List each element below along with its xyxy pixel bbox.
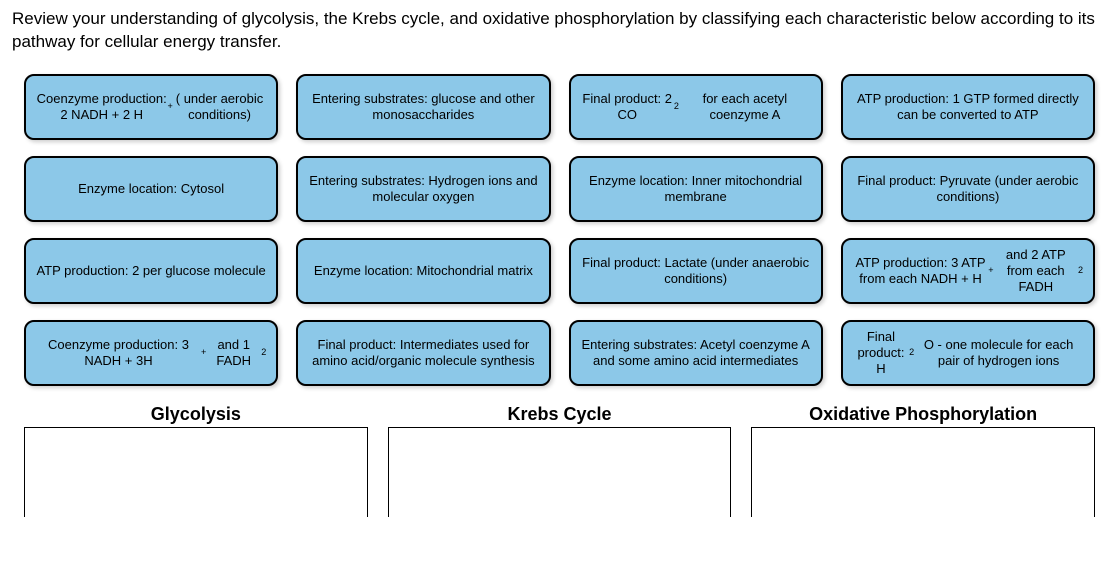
drop-zone-title: Oxidative Phosphorylation bbox=[809, 404, 1037, 425]
card-grid: Coenzyme production: 2 NADH + 2 H+ ( und… bbox=[12, 74, 1107, 400]
draggable-card[interactable]: Entering substrates: Acetyl coenzyme A a… bbox=[569, 320, 823, 386]
drop-zone-oxidative: Oxidative Phosphorylation bbox=[751, 404, 1095, 517]
draggable-card[interactable]: Entering substrates: Hydrogen ions and m… bbox=[296, 156, 550, 222]
draggable-card[interactable]: ATP production: 1 GTP formed directly ca… bbox=[841, 74, 1095, 140]
draggable-card[interactable]: ATP production: 2 per glucose molecule bbox=[24, 238, 278, 304]
draggable-card[interactable]: Final product: Intermediates used for am… bbox=[296, 320, 550, 386]
drop-zone-box[interactable] bbox=[751, 427, 1095, 517]
drop-zone-title: Glycolysis bbox=[151, 404, 241, 425]
draggable-card[interactable]: ATP production: 3 ATP from each NADH + H… bbox=[841, 238, 1095, 304]
draggable-card[interactable]: Coenzyme production: 3 NADH + 3H+ and 1 … bbox=[24, 320, 278, 386]
drop-zone-krebs: Krebs Cycle bbox=[388, 404, 732, 517]
drop-zone-box[interactable] bbox=[24, 427, 368, 517]
drop-zone-title: Krebs Cycle bbox=[507, 404, 611, 425]
draggable-card[interactable]: Enzyme location: Cytosol bbox=[24, 156, 278, 222]
draggable-card[interactable]: Final product: H2O - one molecule for ea… bbox=[841, 320, 1095, 386]
draggable-card[interactable]: Final product: Pyruvate (under aerobic c… bbox=[841, 156, 1095, 222]
draggable-card[interactable]: Entering substrates: glucose and other m… bbox=[296, 74, 550, 140]
draggable-card[interactable]: Final product: 2 CO2 for each acetyl coe… bbox=[569, 74, 823, 140]
draggable-card[interactable]: Enzyme location: Mitochondrial matrix bbox=[296, 238, 550, 304]
draggable-card[interactable]: Final product: Lactate (under anaerobic … bbox=[569, 238, 823, 304]
drop-zone-box[interactable] bbox=[388, 427, 732, 517]
draggable-card[interactable]: Coenzyme production: 2 NADH + 2 H+ ( und… bbox=[24, 74, 278, 140]
draggable-card[interactable]: Enzyme location: Inner mitochondrial mem… bbox=[569, 156, 823, 222]
instructions-text: Review your understanding of glycolysis,… bbox=[12, 8, 1107, 54]
drop-zone-glycolysis: Glycolysis bbox=[24, 404, 368, 517]
drop-zone-row: Glycolysis Krebs Cycle Oxidative Phospho… bbox=[12, 404, 1107, 517]
